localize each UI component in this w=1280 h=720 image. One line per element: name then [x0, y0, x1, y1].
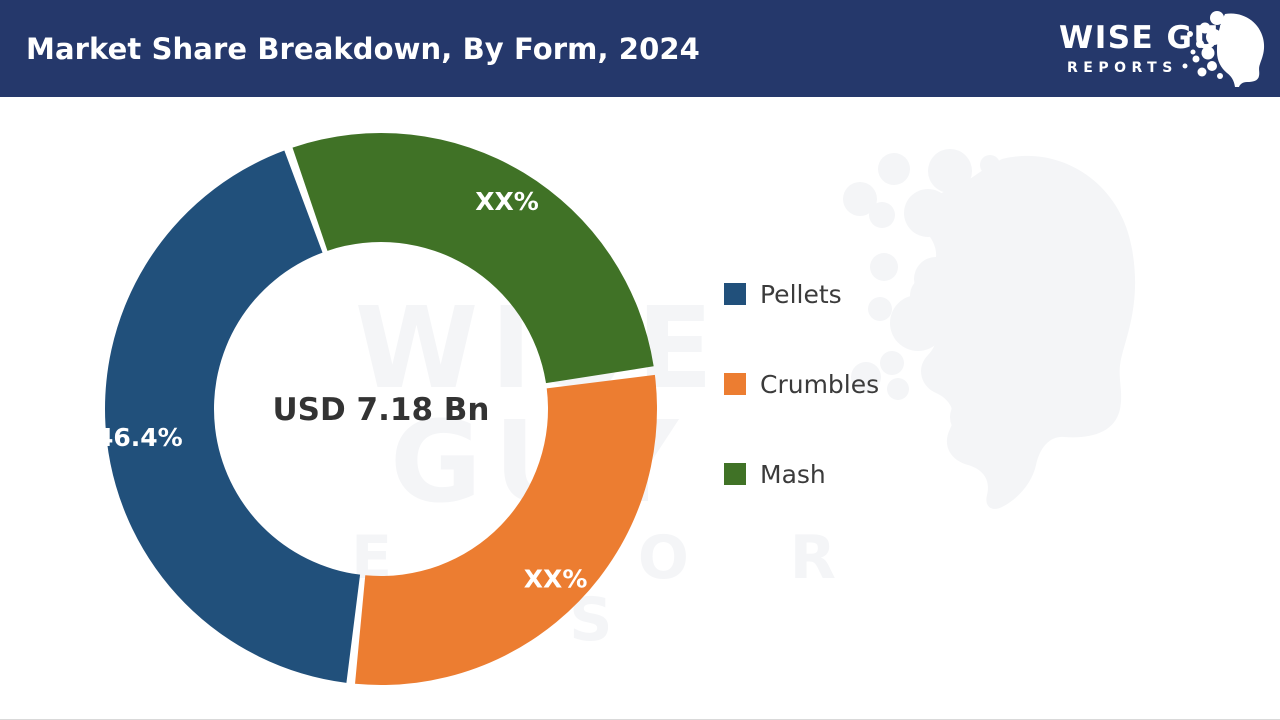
- legend-swatch-pellets: [724, 283, 746, 305]
- wise-guy-reports-logo: WISE GUY REPORTS: [1057, 6, 1272, 90]
- page-header: Market Share Breakdown, By Form, 2024 WI…: [0, 0, 1280, 97]
- donut-slice-crumbles[interactable]: [355, 374, 657, 685]
- legend-swatch-crumbles: [724, 373, 746, 395]
- logo-wordmark-secondary: REPORTS: [1067, 60, 1178, 76]
- legend-item-mash[interactable]: Mash: [724, 429, 984, 519]
- donut-center-label: USD 7.18 Bn: [273, 392, 490, 428]
- donut-slice-mash[interactable]: [292, 132, 654, 384]
- donut-slices: [104, 132, 657, 685]
- chart-plot-area: WISE GUY R E P O R T S: [0, 97, 1280, 719]
- legend-label-crumbles: Crumbles: [760, 369, 880, 399]
- legend-item-pellets[interactable]: Pellets: [724, 249, 984, 339]
- page-title: Market Share Breakdown, By Form, 2024: [26, 31, 700, 66]
- donut-slice-labels: 46.4% XX% XX%: [96, 187, 587, 594]
- legend-label-pellets: Pellets: [760, 279, 842, 309]
- slice-label-pellets: 46.4%: [96, 423, 183, 452]
- slice-label-crumbles: XX%: [524, 564, 588, 593]
- legend-item-crumbles[interactable]: Crumbles: [724, 339, 984, 429]
- slice-label-mash: XX%: [475, 187, 539, 216]
- donut-slice-pellets[interactable]: [104, 150, 361, 683]
- chart-legend: Pellets Crumbles Mash: [724, 249, 984, 519]
- legend-swatch-mash: [724, 463, 746, 485]
- head-profile-icon: [1182, 11, 1265, 87]
- legend-label-mash: Mash: [760, 459, 826, 489]
- donut-chart: 46.4% XX% XX% USD 7.18 Bn: [0, 97, 760, 719]
